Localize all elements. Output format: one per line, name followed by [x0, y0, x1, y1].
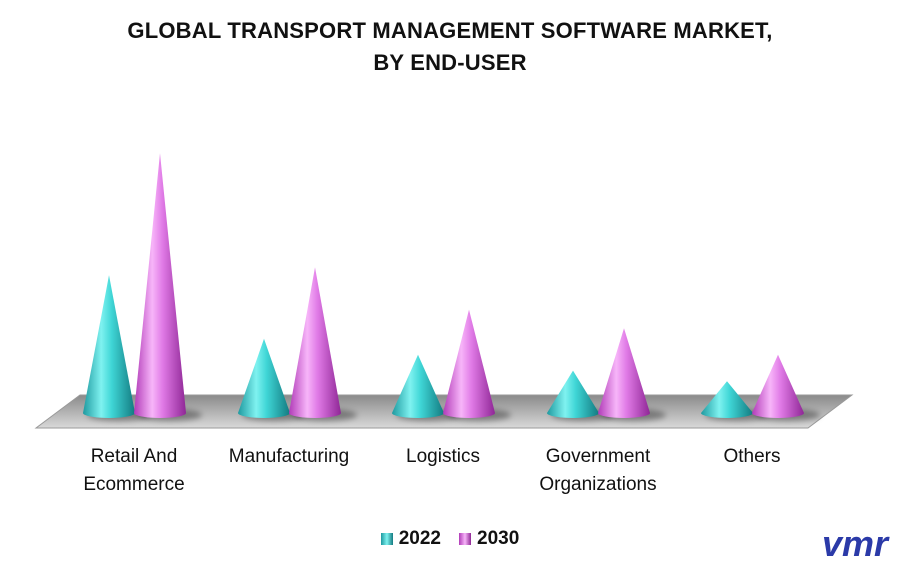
legend: 2022 2030 — [0, 528, 900, 550]
legend-label-2030: 2030 — [477, 528, 520, 549]
category-label-line1: Manufacturing — [228, 446, 350, 467]
cone-2022-2 — [392, 354, 444, 418]
cone-2030-4 — [752, 354, 804, 418]
chart-marks — [83, 153, 820, 421]
cone-2022-1 — [238, 338, 290, 418]
cone-2022-3 — [547, 370, 599, 418]
category-label-line1: Logistics — [406, 446, 480, 467]
category-label-line1: Government — [545, 446, 651, 467]
category-label-line2: Organizations — [539, 474, 657, 495]
vmr-logo: vmr — [822, 524, 890, 564]
category-label-0: Retail And Ecommerce — [49, 443, 219, 499]
category-label-line1: Retail And — [90, 446, 178, 467]
category-label-1: Manufacturing — [204, 443, 374, 471]
category-label-2: Logistics — [358, 443, 528, 471]
cone-2030-2 — [443, 309, 495, 418]
legend-item-2022: 2022 — [380, 528, 441, 550]
cone-2030-0 — [134, 153, 186, 419]
legend-item-2030: 2030 — [459, 528, 519, 550]
category-label-4: Others — [667, 443, 837, 471]
cone-2030-1 — [289, 267, 341, 418]
logo-text: vmr — [822, 524, 890, 564]
cone-2022-4 — [701, 381, 753, 418]
chart-subtitle: BY END-USER — [373, 50, 527, 75]
category-label-3: Government Organizations — [513, 443, 683, 499]
legend-swatch-2030 — [459, 533, 471, 545]
chart-title: GLOBAL TRANSPORT MANAGEMENT SOFTWARE MAR… — [127, 18, 773, 43]
legend-label-2022: 2022 — [398, 528, 441, 549]
cone-2022-0 — [83, 275, 135, 418]
legend-swatch-2022 — [380, 533, 393, 545]
category-label-line2: Ecommerce — [83, 474, 185, 495]
category-label-line1: Others — [723, 446, 781, 467]
cone-2030-3 — [598, 328, 650, 418]
